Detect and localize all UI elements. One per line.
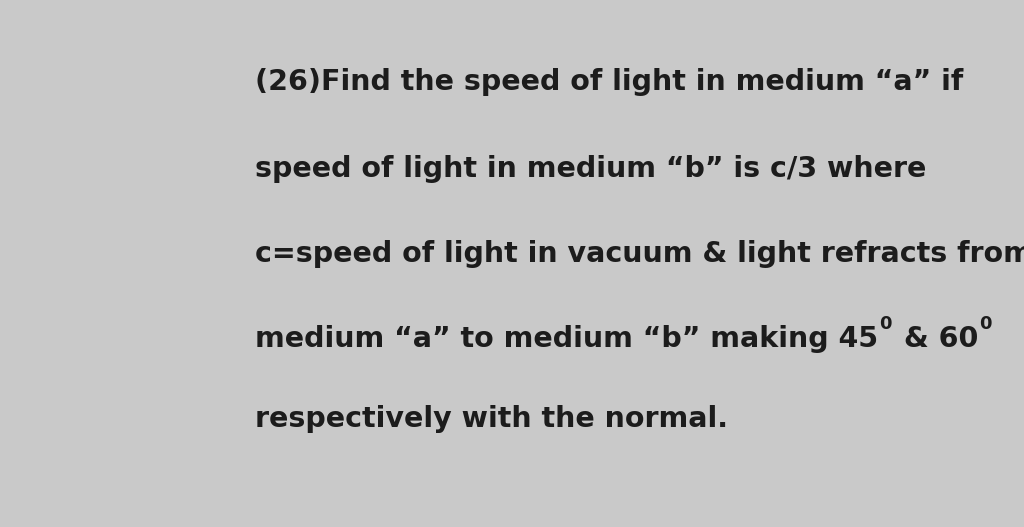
Text: speed of light in medium “b” is c/3 where: speed of light in medium “b” is c/3 wher… — [255, 155, 927, 183]
Text: medium “a” to medium “b” making 45: medium “a” to medium “b” making 45 — [255, 325, 879, 353]
Text: respectively with the normal.: respectively with the normal. — [255, 405, 728, 433]
Text: (26)Find the speed of light in medium “a” if: (26)Find the speed of light in medium “a… — [255, 68, 964, 96]
Text: c=speed of light in vacuum & light refracts from: c=speed of light in vacuum & light refra… — [255, 240, 1024, 268]
Text: 0: 0 — [980, 315, 992, 333]
Text: & 60: & 60 — [894, 325, 979, 353]
Text: 0: 0 — [880, 315, 892, 333]
